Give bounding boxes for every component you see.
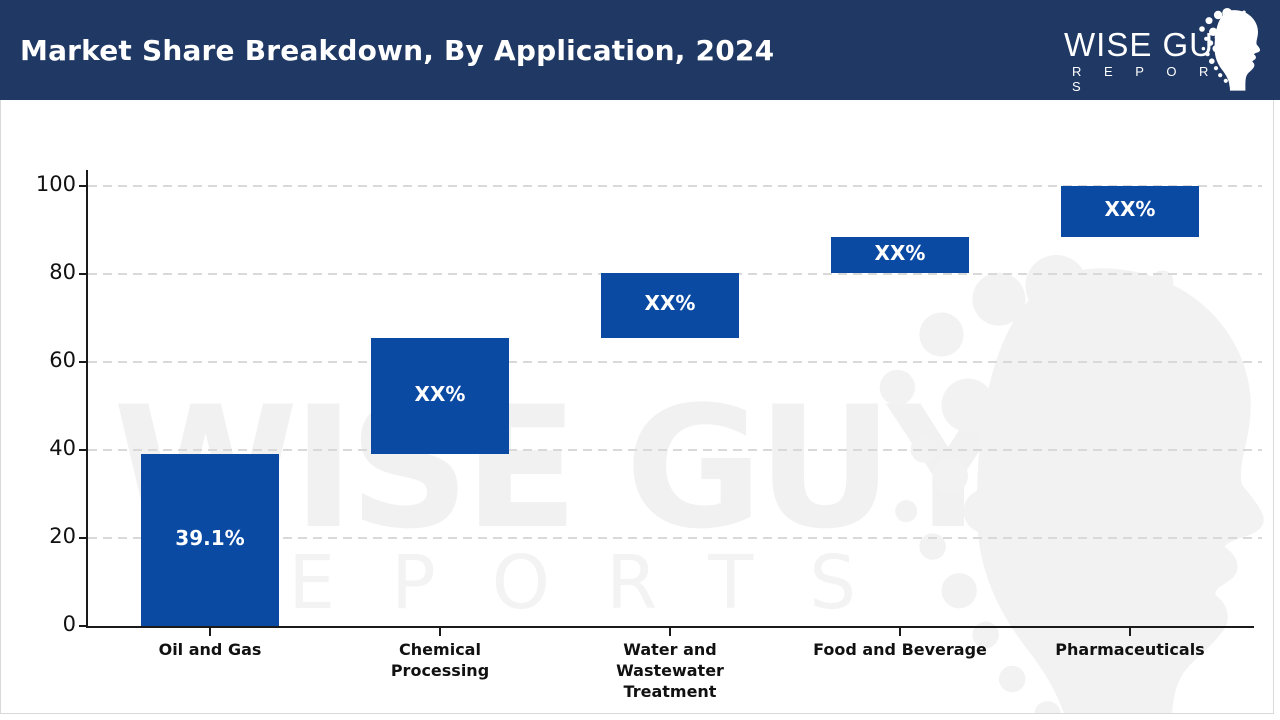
bar-0 xyxy=(141,453,279,626)
x-tick-2 xyxy=(669,628,671,636)
x-tick-4 xyxy=(1129,628,1131,636)
bar-value-label: 39.1% xyxy=(175,525,245,550)
x-tick-3 xyxy=(899,628,901,636)
x-tick-0 xyxy=(209,628,211,636)
bar-4 xyxy=(1061,186,1199,237)
y-tick-label: 0 xyxy=(62,612,76,636)
y-tick-100 xyxy=(79,185,87,187)
page-title: Market Share Breakdown, By Application, … xyxy=(20,33,775,67)
y-tick-20 xyxy=(79,537,87,539)
category-label: Chemical Processing xyxy=(390,640,490,680)
category-label: Food and Beverage xyxy=(813,640,987,659)
logo-subtext: R E P O R T S xyxy=(1072,64,1249,94)
bar-value-label: XX% xyxy=(644,291,696,316)
watermark-subtext: REPORTS xyxy=(181,540,913,626)
category-label: Oil and Gas xyxy=(158,640,262,659)
gridline-60 xyxy=(88,361,1262,363)
y-tick-60 xyxy=(79,361,87,363)
bar-3 xyxy=(831,236,969,274)
bar-value-label: XX% xyxy=(414,381,466,406)
category-label: Pharmaceuticals xyxy=(1055,640,1205,659)
logo-wordmark: WISE GUY xyxy=(1064,26,1238,63)
gridline-40 xyxy=(88,449,1262,451)
y-tick-0 xyxy=(79,625,87,627)
bar-1 xyxy=(371,337,509,454)
y-tick-80 xyxy=(79,273,87,275)
y-tick-label: 60 xyxy=(49,348,76,372)
gridline-20 xyxy=(88,537,1262,539)
x-tick-1 xyxy=(439,628,441,636)
y-tick-label: 80 xyxy=(49,260,76,284)
y-tick-40 xyxy=(79,449,87,451)
bar-2 xyxy=(601,273,739,338)
y-tick-label: 20 xyxy=(49,524,76,548)
bar-value-label: XX% xyxy=(874,240,926,265)
y-axis-line xyxy=(86,170,88,628)
gridline-100 xyxy=(88,185,1262,187)
x-axis-line xyxy=(86,626,1254,628)
bar-value-label: XX% xyxy=(1104,197,1156,222)
category-label: Water and Wastewater Treatment xyxy=(616,640,724,701)
y-tick-label: 100 xyxy=(35,172,76,196)
header-band: Market Share Breakdown, By Application, … xyxy=(0,0,1280,100)
wise-guy-logo: WISE GUY R E P O R T S xyxy=(1032,4,1272,96)
y-tick-label: 40 xyxy=(49,436,76,460)
